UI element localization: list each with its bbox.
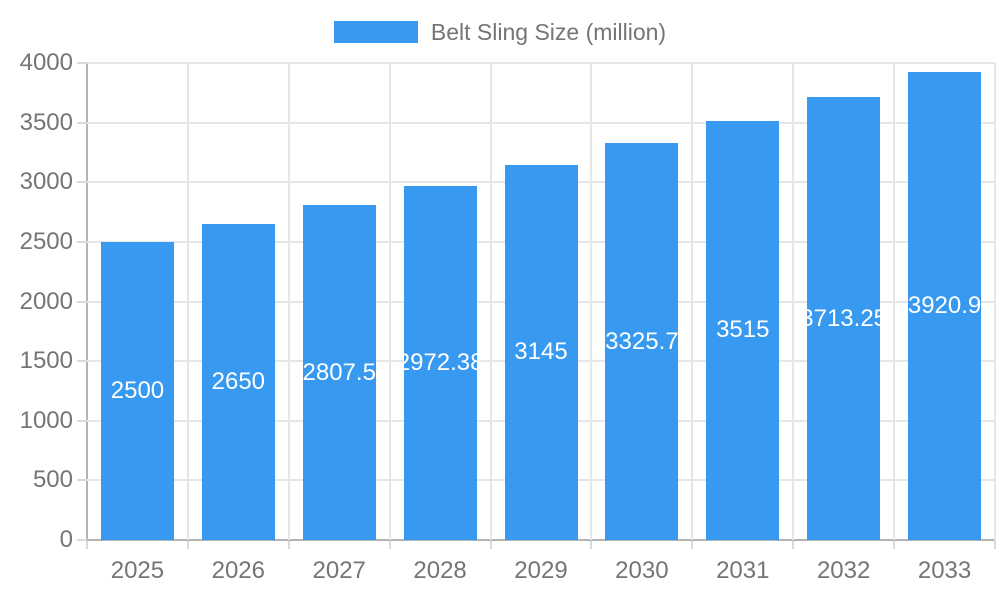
x-axis-tick	[86, 541, 88, 549]
grid-line-vertical	[691, 63, 694, 540]
x-axis-tick	[186, 541, 189, 549]
x-tick-label: 2028	[413, 557, 467, 584]
grid-line-vertical	[186, 63, 189, 540]
y-axis-tick	[77, 300, 87, 303]
y-axis-tick	[77, 479, 87, 482]
y-tick-label: 1000	[19, 406, 73, 434]
x-tick-label: 2033	[917, 557, 972, 584]
bar	[504, 164, 578, 540]
grid-line-horizontal	[87, 62, 995, 64]
grid-line-vertical	[388, 63, 391, 540]
bar	[605, 143, 679, 540]
x-axis-tick	[691, 541, 694, 549]
x-axis-line	[79, 539, 995, 541]
x-tick-label: 2029	[514, 557, 568, 584]
y-tick-label: 2500	[19, 227, 73, 255]
x-axis-tick	[287, 541, 290, 549]
x-tick-label: 2030	[615, 557, 669, 584]
y-axis-tick	[77, 121, 87, 124]
y-tick-label: 4000	[19, 49, 73, 76]
grid-line-vertical	[893, 63, 896, 540]
y-tick-label: 1500	[19, 347, 73, 375]
bar	[100, 241, 174, 540]
x-tick-label: 2027	[312, 557, 366, 584]
y-tick-label: 3000	[19, 168, 73, 196]
x-tick-label: 2032	[816, 557, 871, 584]
y-axis-tick	[77, 62, 87, 64]
y-tick-label: 0	[59, 526, 73, 553]
legend[interactable]: Belt Sling Size (million)	[0, 18, 1000, 45]
x-axis-tick	[489, 541, 492, 549]
bar	[403, 185, 477, 540]
plot-area: 2500 2650 2807.5 2972.38 3145 3325.7 3515 3713.…	[87, 62, 996, 540]
y-axis-tick	[77, 360, 87, 363]
y-tick-label: 500	[32, 466, 73, 494]
x-axis-tick	[792, 541, 795, 549]
y-axis-tick	[77, 240, 87, 243]
x-axis-tick	[994, 541, 996, 549]
y-axis-tick	[77, 419, 87, 422]
x-tick-label: 2031	[716, 557, 770, 584]
x-tick-label: 2025	[110, 557, 165, 584]
y-axis-tick	[77, 539, 87, 541]
grid-line-vertical	[590, 63, 593, 540]
y-tick-label: 2000	[19, 287, 73, 315]
grid-line-vertical	[792, 63, 795, 540]
x-tick-label: 2026	[211, 557, 265, 584]
y-axis-tick	[77, 181, 87, 184]
bar	[302, 205, 376, 540]
bar	[706, 120, 780, 540]
grid-line-vertical	[287, 63, 290, 540]
y-tick-label: 3500	[19, 108, 73, 136]
bar	[807, 97, 881, 540]
grid-line-vertical	[489, 63, 492, 540]
x-axis-tick	[893, 541, 896, 549]
grid-line-horizontal	[87, 121, 995, 124]
x-axis-tick	[388, 541, 391, 549]
grid-line-vertical	[994, 63, 996, 540]
bar	[908, 72, 982, 540]
legend-swatch	[333, 21, 418, 43]
x-axis-tick	[590, 541, 593, 549]
bar	[201, 224, 275, 540]
legend-label: Belt Sling Size (million)	[430, 18, 667, 45]
